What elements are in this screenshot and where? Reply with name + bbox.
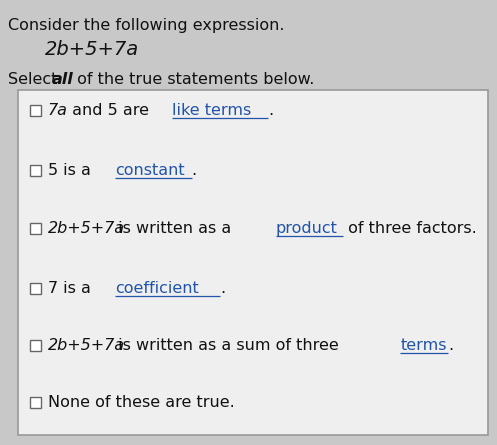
Text: is written as a sum of three: is written as a sum of three [113, 338, 344, 353]
Bar [30, 165, 41, 176]
Text: is a: is a [58, 281, 95, 296]
Text: 2b+5+7a: 2b+5+7a [48, 221, 125, 236]
Text: terms: terms [401, 338, 447, 353]
Text: 5: 5 [48, 163, 58, 178]
Text: like terms: like terms [172, 103, 251, 118]
Text: 7: 7 [48, 281, 58, 296]
Text: .: . [221, 281, 226, 296]
Text: .: . [448, 338, 453, 353]
Bar [30, 223, 41, 234]
FancyBboxPatch shape [18, 90, 488, 435]
Bar [30, 397, 41, 408]
Text: of the true statements below.: of the true statements below. [73, 72, 315, 87]
Text: of three factors.: of three factors. [343, 221, 477, 236]
Text: None of these are true.: None of these are true. [48, 395, 235, 410]
Text: and 5 are: and 5 are [67, 103, 154, 118]
Text: 2b+5+7a: 2b+5+7a [48, 338, 125, 353]
Bar [30, 105, 41, 116]
Text: Consider the following expression.: Consider the following expression. [8, 18, 284, 33]
Text: .: . [268, 103, 273, 118]
Text: is a: is a [58, 163, 95, 178]
Text: product: product [276, 221, 337, 236]
Bar [30, 283, 41, 294]
Text: 7a: 7a [48, 103, 68, 118]
Text: coefficient: coefficient [115, 281, 199, 296]
Text: .: . [192, 163, 197, 178]
Text: 2b+5+7a: 2b+5+7a [45, 40, 139, 59]
Bar [30, 340, 41, 351]
Text: constant: constant [115, 163, 185, 178]
Text: all: all [52, 72, 74, 87]
Text: Select: Select [8, 72, 63, 87]
Text: is written as a: is written as a [113, 221, 236, 236]
